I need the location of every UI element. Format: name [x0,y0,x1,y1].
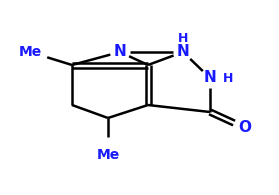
Text: N: N [114,44,126,59]
Text: N: N [177,44,189,59]
Text: O: O [239,121,251,136]
Text: N: N [204,71,217,85]
Text: H: H [178,32,188,44]
Text: Me: Me [96,148,120,162]
Text: Me: Me [18,45,42,59]
Text: H: H [223,72,233,84]
